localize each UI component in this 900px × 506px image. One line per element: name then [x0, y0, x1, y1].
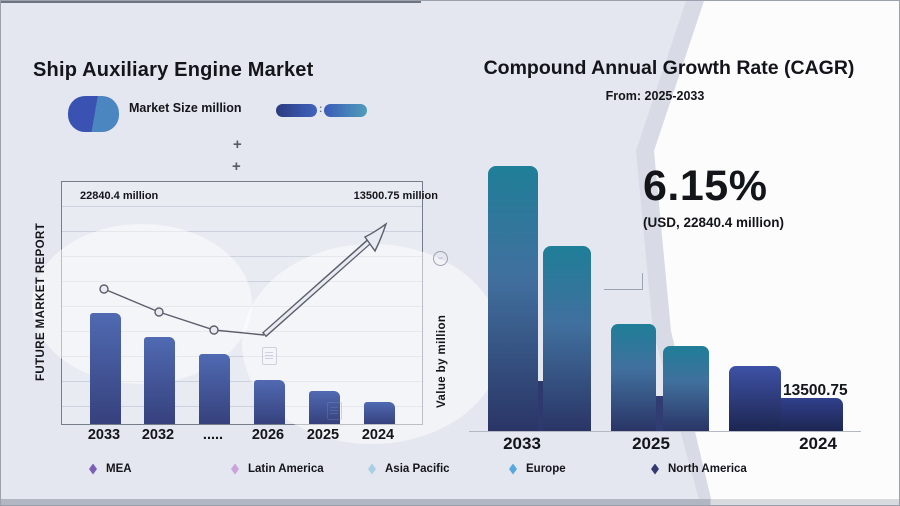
annotation-right-value: 13500.75 million: [353, 190, 438, 202]
bar-2032: [144, 337, 175, 424]
legend-label: Latin America: [248, 463, 324, 475]
cagr-x-axis: [469, 430, 861, 432]
watermark-clipboard-icon: [262, 347, 277, 365]
legend-pill-teal-icon: [324, 104, 367, 117]
cagr-note: (USD, 22840.4 million): [643, 215, 785, 230]
cagr-bar-2025-joint: [656, 395, 663, 431]
cagr-bar-2024-primary: [729, 365, 781, 431]
value-axis-label: Value by million: [436, 314, 448, 408]
legend-item-north-america: North America: [651, 463, 747, 475]
legend-colon: :: [319, 104, 323, 115]
legend-item-asia-pacific: Asia Pacific: [368, 463, 450, 475]
legend-item-europe: Europe: [509, 463, 566, 475]
cagr-chart: 13500.75: [461, 151, 871, 432]
left-watermark-label: FUTURE MARKET REPORT: [35, 222, 47, 382]
market-size-legend-label: Market Size million: [129, 101, 242, 115]
legend-label: MEA: [106, 463, 132, 475]
trend-line-arrow: [99, 222, 388, 338]
cagr-bar-2033-secondary: [543, 245, 591, 431]
plus-icon: +: [232, 158, 241, 175]
diamond-icon: [231, 463, 239, 475]
cagr-bar-2024-secondary: [781, 397, 843, 431]
bar-2024: [364, 402, 395, 424]
legend-label: Asia Pacific: [385, 463, 450, 475]
x-label-2032: 2032: [141, 427, 175, 443]
x-label-dots: .....: [202, 427, 224, 443]
bottom-border-strip: [1, 499, 899, 505]
cagr-title: Compound Annual Growth Rate (CAGR): [483, 57, 855, 79]
annotation-left-value: 22840.4 million: [80, 190, 159, 202]
legend-label: North America: [668, 463, 747, 475]
cagr-bar-2033-primary: [488, 165, 538, 431]
market-size-chart: 22840.4 million 13500.75 million: [32, 181, 502, 444]
plus-icon: +: [233, 136, 242, 153]
cagr-value: 6.15%: [643, 162, 768, 210]
x-label-2025: 2025: [306, 427, 340, 443]
diamond-icon: [368, 463, 376, 475]
x-label-2026: 2026: [251, 427, 285, 443]
page-title: Ship Auxiliary Engine Market: [33, 59, 314, 81]
x-label-2033: 2033: [87, 427, 121, 443]
bar-dots: [199, 354, 230, 424]
cagr-bar-2025-primary: [611, 323, 656, 431]
cagr-value-block: 6.15% (USD, 22840.4 million): [643, 162, 785, 231]
top-border-line: [1, 1, 421, 3]
cagr-bar-2025-secondary: [663, 345, 709, 431]
step-bracket-line: [604, 273, 643, 290]
cagr-subtitle: From: 2025-2033: [605, 89, 705, 103]
legend-label: Europe: [526, 463, 566, 475]
legend-item-latin-america: Latin America: [231, 463, 324, 475]
legend-item-mea: MEA: [89, 463, 132, 475]
bar-2033: [90, 313, 121, 424]
bar-2026: [254, 380, 285, 424]
x-label-2024: 2024: [361, 427, 395, 443]
cagr-x-label-2025: 2025: [632, 434, 670, 453]
cagr-header: Compound Annual Growth Rate (CAGR) From:…: [459, 57, 879, 103]
bar-2025: [309, 391, 340, 424]
diamond-icon: [509, 463, 517, 475]
cagr-bar-2033-joint: [538, 380, 543, 431]
market-size-pill-icon: [68, 96, 119, 132]
diamond-icon: [89, 463, 97, 475]
watermark-clipboard-icon: [327, 402, 342, 420]
cagr-bar-value-label: 13500.75: [783, 382, 848, 399]
cagr-x-label-2024: 2024: [799, 434, 837, 453]
diamond-icon: [651, 463, 659, 475]
minus-circle-icon: −: [433, 251, 448, 266]
legend-pill-dark-icon: [276, 104, 317, 117]
cagr-x-label-2033: 2033: [503, 434, 541, 453]
